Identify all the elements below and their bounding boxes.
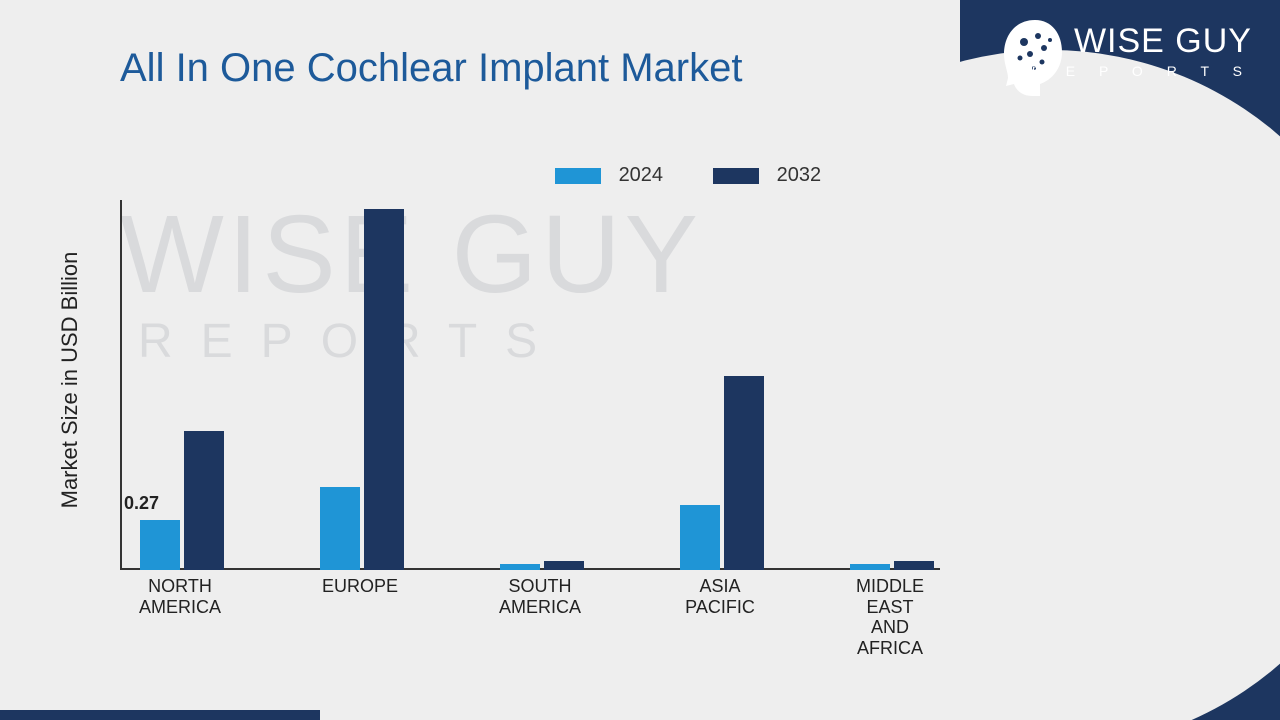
x-label-sa: SOUTH AMERICA xyxy=(470,576,610,617)
chart-stage: WISE GUY REPORTS WISE GUY R E P O R T S … xyxy=(0,0,1280,720)
legend-swatch-2032 xyxy=(713,168,759,184)
legend-swatch-2024 xyxy=(555,168,601,184)
legend-label-2024: 2024 xyxy=(619,164,664,186)
bar-value-label-na: 0.27 xyxy=(124,493,159,514)
bar-2024-mea xyxy=(850,564,890,570)
x-label-mea: MIDDLE EAST AND AFRICA xyxy=(820,576,960,659)
x-label-eu: EUROPE xyxy=(290,576,430,597)
bar-2032-eu xyxy=(364,209,404,570)
legend: 2024 2032 xyxy=(555,164,821,187)
plot-area: 0.27 xyxy=(120,200,940,570)
y-axis-label: Market Size in USD Billion xyxy=(57,252,83,509)
legend-item-2024: 2024 xyxy=(555,164,663,187)
x-label-na: NORTH AMERICA xyxy=(110,576,250,617)
bar-2032-ap xyxy=(724,376,764,570)
y-axis-line xyxy=(120,200,122,570)
bar-2032-na xyxy=(184,431,224,570)
chart-title: All In One Cochlear Implant Market xyxy=(120,46,742,91)
bar-2024-na xyxy=(140,520,180,570)
bar-2024-ap xyxy=(680,505,720,570)
logo: WISE GUY R E P O R T S xyxy=(1032,22,1252,79)
bar-2024-sa xyxy=(500,564,540,570)
x-label-ap: ASIA PACIFIC xyxy=(650,576,790,617)
logo-line2: R E P O R T S xyxy=(1032,63,1252,79)
bar-2032-mea xyxy=(894,561,934,570)
bottom-accent xyxy=(0,710,320,720)
legend-label-2032: 2032 xyxy=(777,164,822,186)
logo-line1: WISE GUY xyxy=(1032,22,1252,61)
legend-item-2032: 2032 xyxy=(713,164,821,187)
bar-2024-eu xyxy=(320,487,360,570)
bar-2032-sa xyxy=(544,561,584,570)
